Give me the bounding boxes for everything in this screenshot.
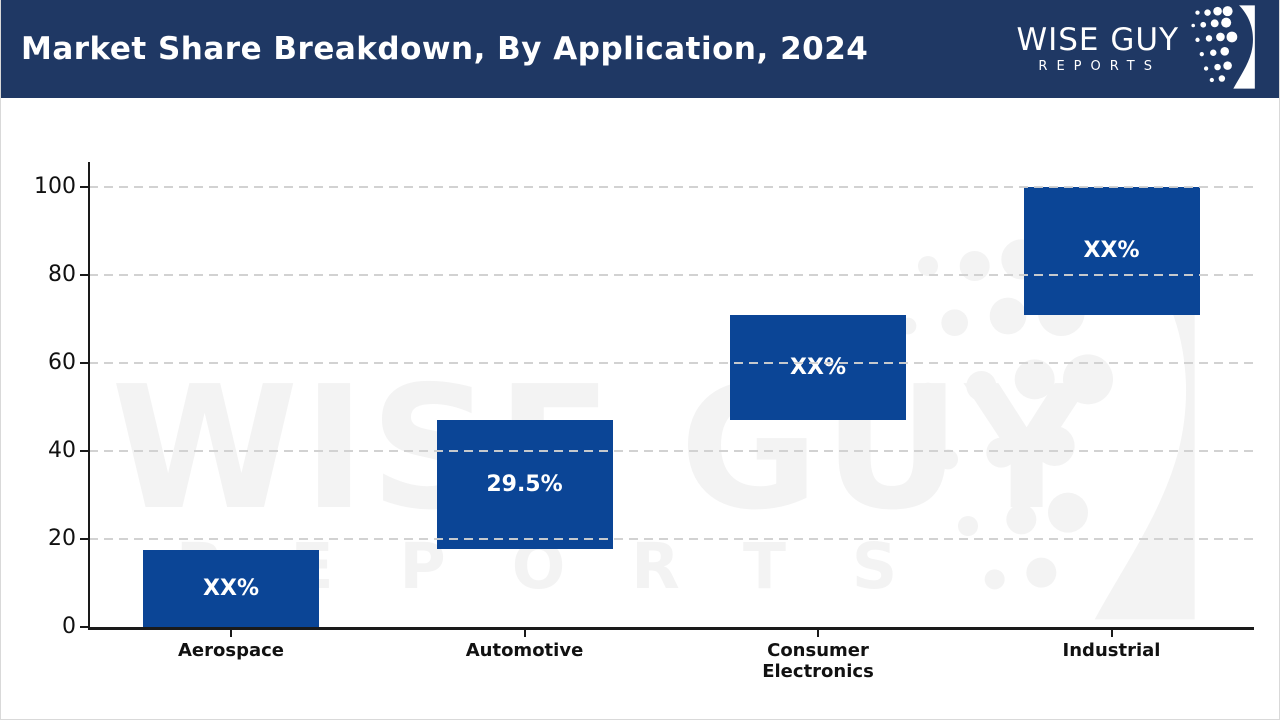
- y-tick-40: [80, 449, 88, 452]
- y-axis-label-20: 20: [48, 525, 76, 551]
- gridline-80: [89, 273, 1254, 276]
- chart-header: Market Share Breakdown, By Application, …: [1, 0, 1279, 98]
- logo-subtitle: REPORTS: [1038, 59, 1162, 74]
- logo-wordmark: WISE GUY: [1016, 22, 1179, 58]
- y-axis-label-100: 100: [34, 173, 76, 199]
- page-title: Market Share Breakdown, By Application, …: [21, 31, 869, 67]
- logo-text: WISE GUY REPORTS: [1016, 22, 1179, 74]
- wise-guy-reports-logo: WISE GUY REPORTS: [1016, 4, 1255, 94]
- y-axis-label-80: 80: [48, 261, 76, 287]
- y-axis-label-40: 40: [48, 437, 76, 463]
- x-axis-spine: [88, 626, 1254, 630]
- bar-aerospace: XX%: [143, 549, 319, 627]
- x-axis-label-automotive: Automotive: [465, 640, 584, 661]
- gridline-20: [89, 537, 1254, 540]
- bar-value-label-consumer-electronics: XX%: [790, 354, 846, 380]
- x-axis-label-industrial: Industrial: [1062, 640, 1161, 661]
- bar-value-label-industrial: XX%: [1083, 238, 1140, 264]
- bar-value-label-automotive: 29.5%: [486, 472, 563, 498]
- x-axis-label-consumer-electronics: Consumer Electronics: [762, 640, 874, 682]
- bar-value-label-aerospace: XX%: [203, 575, 259, 601]
- x-axis-label-aerospace: Aerospace: [177, 640, 284, 661]
- x-tick-consumer-electronics: [817, 629, 819, 637]
- gridline-60: [89, 361, 1254, 364]
- gridline-40: [89, 449, 1254, 452]
- gridline-100: [89, 185, 1254, 188]
- bar-consumer-electronics: XX%: [730, 314, 906, 420]
- dotted-face-icon: [1183, 4, 1255, 94]
- x-tick-automotive: [523, 629, 526, 637]
- y-axis-spine: [88, 162, 90, 630]
- y-tick-100: [80, 185, 88, 188]
- x-tick-industrial: [1110, 629, 1113, 637]
- y-tick-80: [80, 273, 88, 276]
- y-axis-label-0: 0: [62, 613, 76, 639]
- y-tick-0: [80, 625, 88, 628]
- bar-automotive: 29.5%: [436, 419, 613, 550]
- y-tick-60: [80, 361, 88, 364]
- chart-area: WISE GUY REPORTS 0: [1, 98, 1279, 719]
- y-axis-label-60: 60: [48, 349, 76, 375]
- y-tick-20: [80, 537, 88, 540]
- x-tick-aerospace: [230, 629, 232, 637]
- bar-industrial: XX%: [1023, 186, 1200, 315]
- plot: 0 20 40 60 80 100 XX% 29.5% XX% XX% Aerospace Autom…: [1, 98, 1279, 719]
